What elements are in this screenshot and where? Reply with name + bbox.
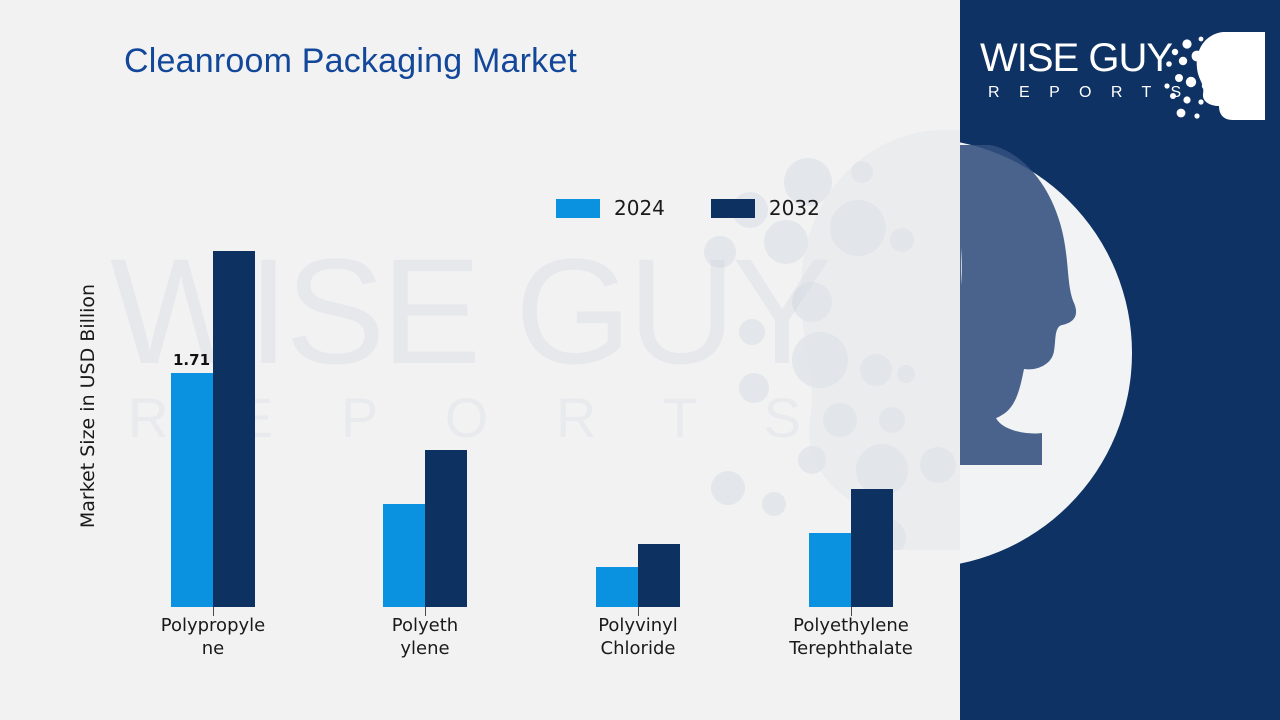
x-axis-tick-1 (213, 607, 214, 616)
x-axis-label-line: Polyeth (391, 615, 459, 636)
x-axis-label-line: Polyethylene (793, 615, 909, 636)
x-axis-label-1: Polypropyle ne (128, 614, 298, 660)
bar-chart: Market Size in USD Billion 2024 2032 1.7… (77, 196, 936, 660)
bar-2024-4 (809, 533, 851, 607)
logo-head-icon (1164, 32, 1265, 120)
legend-swatch-2032 (710, 198, 755, 218)
brand-panel: WISE GUY R E P O R T S (960, 0, 1280, 720)
bar-2032-1 (213, 251, 255, 607)
x-axis-label-line: Polyvinyl (598, 615, 678, 636)
panel-head-icon (960, 145, 1077, 465)
bar-2024-3 (596, 567, 638, 607)
bar-2032-2 (425, 450, 467, 607)
legend-label-2024: 2024 (614, 196, 665, 220)
x-axis-label-4: Polyethylene Terephthalate (766, 614, 936, 660)
x-axis-label-3: Polyvinyl Chloride (553, 614, 723, 660)
bar-2024-2 (383, 504, 425, 607)
x-axis-label-line: ne (201, 638, 225, 659)
bar-2032-3 (638, 544, 680, 607)
legend-item-2024[interactable]: 2024 (556, 196, 665, 220)
bar-2024-1 (171, 373, 213, 607)
x-axis-label-line: ylene (400, 638, 450, 659)
x-axis-tick-3 (638, 607, 639, 616)
plot-area: 1.71 Polypropyle ne Polyeth ylene Polyvinyl Ch… (128, 251, 936, 660)
page-title: Cleanroom Packaging Market (124, 42, 578, 80)
x-axis-tick-2 (425, 607, 426, 616)
bar-value-label-2024-1: 1.71 (173, 351, 211, 369)
chart-legend: 2024 2032 (556, 196, 820, 220)
x-axis-label-2: Polyeth ylene (340, 614, 510, 660)
logo-reports-text: R E P O R T S (988, 84, 1189, 101)
x-axis-tick-4 (851, 607, 852, 616)
legend-swatch-2024 (556, 198, 600, 218)
legend-item-2032[interactable]: 2032 (710, 196, 820, 220)
x-axis-label-line: Terephthalate (789, 638, 913, 659)
bar-2032-4 (851, 489, 893, 607)
logo-wise-guy-text: WISE GUY (980, 36, 1173, 80)
logo: WISE GUY R E P O R T S (980, 28, 1265, 123)
legend-label-2032: 2032 (768, 196, 820, 220)
x-axis-label-line: Chloride (600, 638, 676, 659)
x-axis-label-line: Polypropyle (160, 615, 266, 636)
